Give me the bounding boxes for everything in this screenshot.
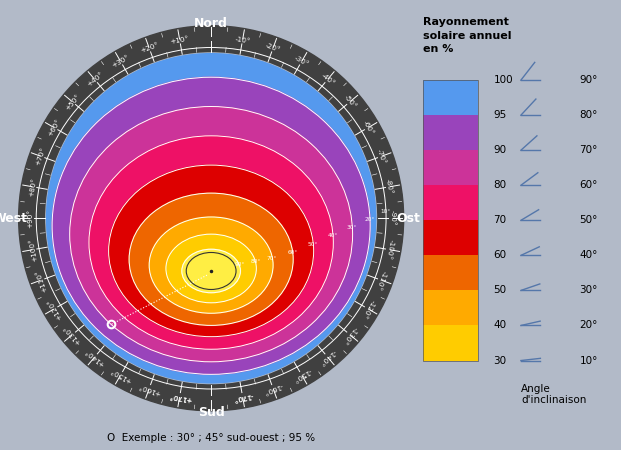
Text: -40°: -40°: [320, 72, 335, 87]
Bar: [423, 80, 478, 360]
Text: +140°: +140°: [84, 347, 106, 367]
Ellipse shape: [129, 193, 293, 325]
Text: 70°: 70°: [267, 256, 278, 261]
Text: Rayonnement
solaire annuel
en %: Rayonnement solaire annuel en %: [423, 18, 512, 54]
Text: 30°: 30°: [347, 225, 357, 230]
Text: 100: 100: [494, 75, 513, 85]
Text: -120°: -120°: [360, 298, 376, 319]
Ellipse shape: [89, 136, 333, 349]
Text: 40°: 40°: [327, 234, 338, 239]
Ellipse shape: [109, 165, 314, 337]
Text: +90°: +90°: [27, 209, 33, 228]
Text: -160°: -160°: [263, 382, 284, 395]
Text: +40°: +40°: [86, 71, 104, 88]
Text: -60°: -60°: [361, 120, 374, 136]
Text: -170°: -170°: [232, 392, 253, 401]
Ellipse shape: [166, 234, 256, 303]
Text: -130°: -130°: [341, 325, 358, 344]
Text: 50°: 50°: [307, 242, 318, 247]
Text: Angle
d'inclinaison: Angle d'inclinaison: [521, 383, 586, 405]
Ellipse shape: [70, 107, 353, 362]
Text: +150°: +150°: [109, 366, 132, 383]
Text: +160°: +160°: [137, 382, 161, 395]
Text: -170°: -170°: [232, 392, 253, 401]
Text: 80°: 80°: [579, 110, 598, 120]
Text: +60°: +60°: [47, 118, 61, 138]
Text: 30°: 30°: [579, 285, 598, 296]
Bar: [423, 325, 478, 360]
Ellipse shape: [149, 217, 273, 313]
Text: O  Exemple : 30° ; 45° sud-ouest ; 95 %: O Exemple : 30° ; 45° sud-ouest ; 95 %: [107, 433, 315, 443]
Text: -80°: -80°: [385, 179, 394, 195]
Text: -20°: -20°: [265, 43, 281, 54]
Text: 70°: 70°: [579, 145, 598, 155]
Text: -100°: -100°: [384, 239, 394, 260]
Bar: [423, 256, 478, 290]
Text: +100°: +100°: [28, 238, 38, 262]
Text: +80°: +80°: [29, 177, 37, 197]
Text: -90°: -90°: [389, 211, 395, 226]
Text: -10°: -10°: [234, 36, 251, 44]
Text: +120°: +120°: [46, 297, 63, 320]
Text: 90°: 90°: [234, 262, 245, 267]
Ellipse shape: [52, 77, 370, 374]
Text: 10°: 10°: [380, 209, 391, 214]
Text: +70°: +70°: [35, 146, 47, 166]
Text: +50°: +50°: [64, 93, 81, 111]
Text: 95: 95: [494, 110, 507, 120]
Text: 50: 50: [494, 285, 507, 296]
Ellipse shape: [36, 48, 386, 389]
Text: +170°: +170°: [168, 392, 192, 401]
Text: 20°: 20°: [579, 320, 598, 330]
Bar: [423, 115, 478, 150]
Text: 30: 30: [494, 356, 507, 365]
Text: +110°: +110°: [34, 268, 48, 292]
Text: +20°: +20°: [139, 42, 159, 54]
Circle shape: [46, 53, 376, 383]
Text: -70°: -70°: [376, 148, 387, 165]
Ellipse shape: [182, 249, 240, 293]
Text: 40: 40: [494, 320, 507, 330]
Text: Nord: Nord: [194, 18, 228, 30]
Text: -30°: -30°: [293, 55, 310, 68]
Text: -50°: -50°: [342, 94, 357, 110]
Bar: [423, 185, 478, 220]
Text: 60: 60: [494, 250, 507, 261]
Text: +10°: +10°: [170, 36, 189, 45]
Bar: [423, 150, 478, 185]
Text: 10°: 10°: [579, 356, 598, 365]
Text: +30°: +30°: [111, 54, 130, 69]
Text: 60°: 60°: [579, 180, 598, 190]
Circle shape: [19, 26, 404, 411]
Text: Sud: Sud: [197, 406, 225, 419]
Text: 90: 90: [494, 145, 507, 155]
Bar: [423, 220, 478, 256]
Text: -140°: -140°: [318, 348, 337, 366]
Text: 70: 70: [494, 216, 507, 225]
Text: 80: 80: [494, 180, 507, 190]
Text: -150°: -150°: [291, 367, 312, 382]
Text: 90°: 90°: [579, 75, 598, 85]
Text: 60°: 60°: [287, 250, 297, 255]
Text: West: West: [0, 212, 27, 225]
Text: +130°: +130°: [63, 324, 83, 346]
Bar: [423, 290, 478, 325]
Bar: [423, 80, 478, 115]
Text: 50°: 50°: [579, 216, 598, 225]
Text: Ost: Ost: [396, 212, 420, 225]
Text: 20°: 20°: [364, 216, 374, 221]
Text: 80°: 80°: [250, 259, 261, 264]
Text: +170°: +170°: [168, 392, 192, 401]
Text: -110°: -110°: [375, 270, 388, 291]
Text: 40°: 40°: [579, 250, 598, 261]
